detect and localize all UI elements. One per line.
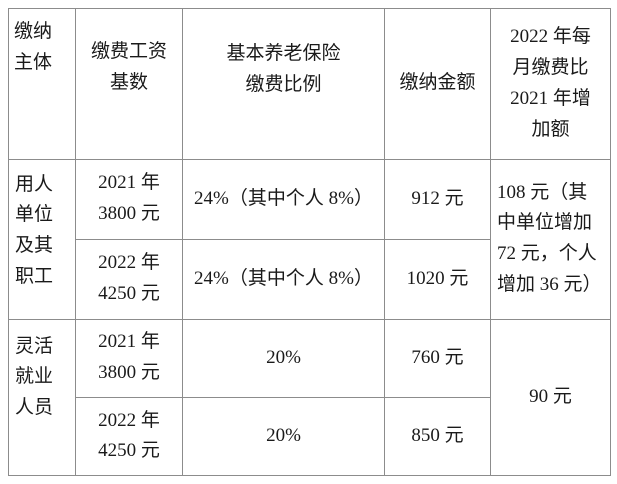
header-cell-wage-base: 缴费工资 基数 xyxy=(75,8,183,160)
table-header-row: 缴纳 主体 缴费工资 基数 基本养老保险 缴费比例 缴纳金额 2022 年每 月… xyxy=(8,8,611,160)
group-label-employer-line-1: 用人 xyxy=(15,173,54,195)
wage-base-line-2: 3800 元 xyxy=(98,203,160,225)
cell-ratio: 24%（其中个人 8%） xyxy=(182,158,385,240)
header-increase-line-3: 2021 年增 xyxy=(510,87,591,109)
header-wage-base-line-1: 缴费工资 xyxy=(90,41,167,63)
wage-base-line-1: 2021 年 xyxy=(98,172,160,194)
cell-ratio: 24%（其中个人 8%） xyxy=(182,238,385,320)
header-increase-line-4: 加额 xyxy=(531,118,570,140)
cell-increase-flexible: 90 元 xyxy=(490,318,611,477)
cell-ratio: 20% xyxy=(182,318,385,398)
header-subject-line-1: 缴纳 xyxy=(14,21,53,42)
group-label-flexible-line-1: 灵活 xyxy=(15,335,54,357)
header-wage-base-line-2: 基数 xyxy=(109,71,148,93)
group-label-employer-line-3: 及其 xyxy=(15,235,54,257)
table-row: 2022 年 4250 元 20% 850 元 xyxy=(9,396,611,477)
cell-wage-base: 2021 年 3800 元 xyxy=(75,158,183,240)
increase-line-3: 72 元，个人 xyxy=(497,243,597,265)
header-ratio-line-1: 基本养老保险 xyxy=(226,43,341,65)
group-label-flexible-line-2: 就业 xyxy=(15,366,54,388)
wage-base-line-2: 4250 元 xyxy=(98,440,160,462)
cell-amount: 912 元 xyxy=(384,158,491,240)
cell-wage-base: 2021 年 3800 元 xyxy=(75,318,183,398)
group-label-flexible-line-3: 人员 xyxy=(15,397,54,419)
header-cell-ratio: 基本养老保险 缴费比例 xyxy=(182,8,385,160)
header-increase-line-2: 月缴费比 xyxy=(512,57,589,79)
cell-amount: 760 元 xyxy=(384,318,491,398)
cell-ratio: 20% xyxy=(182,396,385,477)
cell-amount: 850 元 xyxy=(384,396,491,477)
header-increase-line-1: 2022 年每 xyxy=(510,26,591,48)
cell-wage-base: 2022 年 4250 元 xyxy=(75,396,183,477)
increase-line-2: 中单位增加 xyxy=(497,212,593,234)
wage-base-line-2: 3800 元 xyxy=(98,362,160,384)
group-label-employer-line-2: 单位 xyxy=(15,204,54,226)
header-cell-subject: 缴纳 主体 xyxy=(8,8,76,160)
group-label-flexible: 灵活 就业 人员 xyxy=(8,318,76,477)
cell-increase-employer: 108 元（其 中单位增加 72 元，个人 增加 36 元） xyxy=(490,158,611,320)
header-ratio-line-2: 缴费比例 xyxy=(245,73,322,95)
cell-amount: 1020 元 xyxy=(384,238,491,320)
table-row: 用人 单位 及其 职工 2021 年 3800 元 24%（其中个人 8%） 9… xyxy=(8,158,611,320)
cell-wage-base: 2022 年 4250 元 xyxy=(75,238,183,320)
increase-line-4: 增加 36 元） xyxy=(497,273,602,295)
increase-line-1: 108 元（其 xyxy=(497,181,588,203)
table-row: 2022 年 4250 元 24%（其中个人 8%） 1020 元 xyxy=(9,238,611,320)
header-cell-increase: 2022 年每 月缴费比 2021 年增 加额 xyxy=(490,8,611,160)
header-subject-line-2: 主体 xyxy=(14,51,53,73)
header-cell-amount: 缴纳金额 xyxy=(384,8,491,160)
wage-base-line-2: 4250 元 xyxy=(98,283,160,305)
wage-base-line-1: 2022 年 xyxy=(98,252,160,274)
pension-contribution-table: 缴纳 主体 缴费工资 基数 基本养老保险 缴费比例 缴纳金额 2022 年每 月… xyxy=(8,8,611,477)
group-label-employer-line-4: 职工 xyxy=(15,265,54,287)
wage-base-line-1: 2022 年 xyxy=(98,409,160,431)
pension-contribution-table-container: 缴纳 主体 缴费工资 基数 基本养老保险 缴费比例 缴纳金额 2022 年每 月… xyxy=(8,8,611,477)
group-label-employer: 用人 单位 及其 职工 xyxy=(8,158,76,320)
wage-base-line-1: 2021 年 xyxy=(98,331,160,353)
table-row: 灵活 就业 人员 2021 年 3800 元 20% 760 元 90 元 xyxy=(8,318,611,477)
